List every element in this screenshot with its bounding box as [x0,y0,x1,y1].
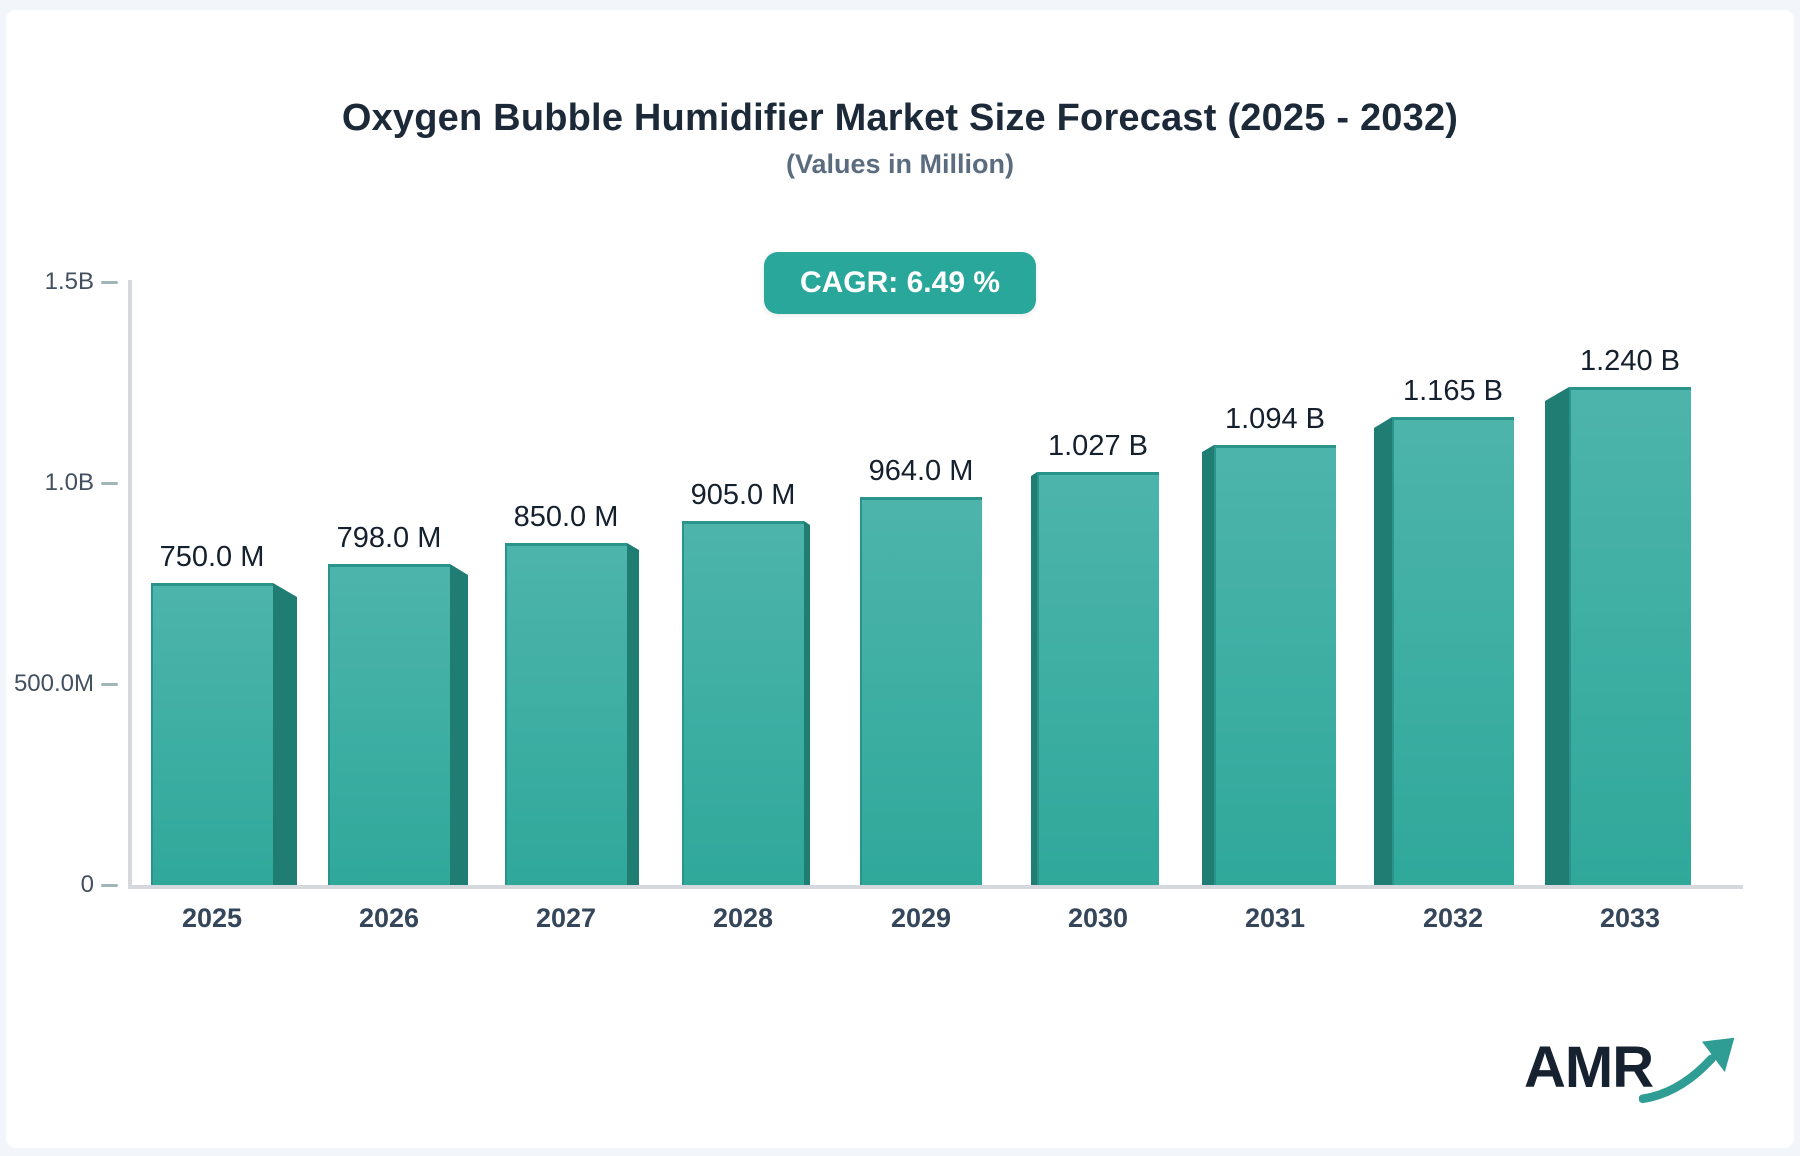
bar-front [1569,387,1691,885]
logo-arrow-icon [1639,1037,1735,1104]
bar-value-label: 1.027 B [1048,430,1148,462]
bar-side [450,564,468,885]
bar-value-label: 750.0 M [159,541,265,573]
bar-side [1545,387,1569,885]
bar-front [1037,472,1159,885]
x-axis-label: 2027 [535,903,597,933]
bar-value-label: 1.240 B [1580,345,1680,377]
bar-value-label: 1.094 B [1225,403,1325,435]
bar-front [682,521,804,885]
y-tick-mark [101,482,118,485]
bar-value-label: 798.0 M [336,522,442,554]
bar-front [1392,417,1514,885]
bar-front [328,564,450,885]
bar-side [273,583,297,885]
bar-side [627,543,639,885]
bar-side [1202,445,1214,885]
bar-value-label: 905.0 M [690,479,796,511]
bar-side [1031,472,1037,885]
bar-value-label: 964.0 M [868,455,974,487]
x-axis-label: 2032 [1422,903,1484,933]
amr-logo: AMR [1524,1032,1744,1122]
x-axis-label: 2031 [1244,903,1306,933]
bar-front [151,583,273,885]
y-tick-mark [101,281,118,284]
logo-text: AMR [1524,1035,1654,1100]
x-axis-label: 2029 [890,903,952,933]
x-axis-label: 2026 [358,903,420,933]
cagr-badge: CAGR: 6.49 % [763,252,1037,314]
x-axis-line [128,885,1743,889]
bar-front [1214,445,1336,885]
y-tick-label: 1.5B [44,268,94,295]
bar-front [860,497,982,885]
y-tick-label: 0 [80,871,94,898]
x-axis-label: 2030 [1067,903,1129,933]
bar-value-label: 850.0 M [513,501,619,533]
x-axis-label: 2025 [181,903,243,933]
y-tick-label: 1.0B [44,469,94,496]
bar-value-label: 1.165 B [1403,375,1503,407]
y-tick-mark [101,683,118,686]
y-tick-label: 500.0M [13,670,94,697]
bar-side [1374,417,1392,885]
x-axis-label: 2028 [712,903,774,933]
bar-side [804,521,810,885]
chart-title: Oxygen Bubble Humidifier Market Size For… [341,97,1459,139]
bar-front [505,543,627,885]
x-axis-label: 2033 [1599,903,1661,933]
y-axis-line [128,280,132,889]
chart-subtitle: (Values in Million) [785,149,1015,179]
y-tick-mark [101,884,118,887]
